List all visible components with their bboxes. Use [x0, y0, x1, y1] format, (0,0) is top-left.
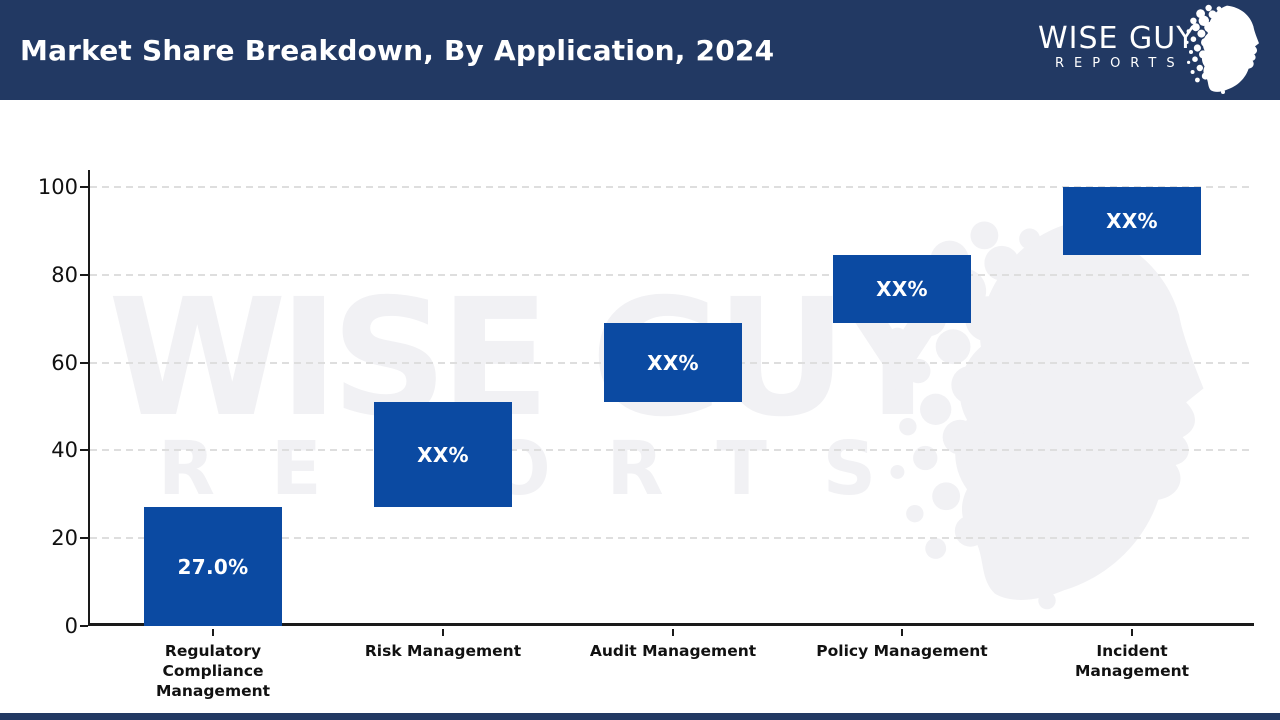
y-tick-label: 20: [51, 526, 78, 551]
x-tick-mark: [442, 629, 444, 636]
y-tick-mark: [80, 449, 88, 452]
y-tick-label: 80: [51, 262, 78, 287]
logo-subtitle: REPORTS: [1054, 56, 1185, 71]
bars-layer: 27.0% Regulatory Compliance Management XX%…: [90, 170, 1254, 700]
x-category-label: Regulatory Compliance Management: [155, 642, 271, 700]
logo-wordmark: WISE GUY: [1038, 21, 1196, 56]
x-category-label: Policy Management: [816, 642, 988, 660]
y-tick-label: 100: [37, 175, 78, 199]
y-tick-mark: [80, 273, 88, 276]
bar-value-label: XX%: [417, 442, 469, 467]
wise-guy-reports-logo: WISE GUY REPORTS: [1014, 0, 1276, 100]
bar-3: XX%: [604, 323, 742, 403]
bar-value-label: 27.0%: [177, 554, 249, 579]
bar-2: XX%: [374, 402, 512, 508]
y-tick-mark: [80, 537, 88, 540]
logo-text: WISE GUY REPORTS: [1038, 22, 1196, 71]
page-title: Market Share Breakdown, By Application, …: [20, 33, 775, 67]
y-tick-label: 40: [51, 438, 78, 463]
y-tick-mark: [80, 186, 88, 188]
bar-value-label: XX%: [876, 277, 928, 302]
y-tick-label: 0: [64, 614, 78, 638]
gridline-40: [90, 449, 1254, 452]
x-category-label: Audit Management: [589, 642, 757, 660]
bar-5: XX%: [1063, 187, 1201, 256]
chart-plot-area: WISE GUY REPORTS 0 20 40 60 80 100 27.0% Regul…: [38, 170, 1254, 700]
header-bar: Market Share Breakdown, By Application, …: [0, 0, 1280, 100]
bar-4: XX%: [833, 255, 971, 324]
gridline-80: [90, 273, 1254, 276]
bar-value-label: XX%: [1106, 209, 1158, 234]
x-tick-mark: [1131, 629, 1133, 636]
gridline-100: [90, 186, 1254, 188]
y-tick-mark: [80, 625, 88, 627]
gridline-20: [90, 537, 1254, 540]
x-tick-mark: [672, 629, 674, 636]
y-tick-mark: [80, 361, 88, 364]
x-category-label: Incident Management: [1074, 642, 1190, 680]
x-category-label: Risk Management: [364, 642, 522, 660]
y-tick-label: 60: [51, 350, 78, 375]
bar-1: 27.0%: [144, 507, 282, 626]
logo-head-icon: [1185, 4, 1259, 94]
bar-value-label: XX%: [647, 350, 699, 375]
x-tick-mark: [901, 629, 903, 636]
footer-strip: [0, 713, 1280, 720]
x-tick-mark: [212, 629, 214, 636]
